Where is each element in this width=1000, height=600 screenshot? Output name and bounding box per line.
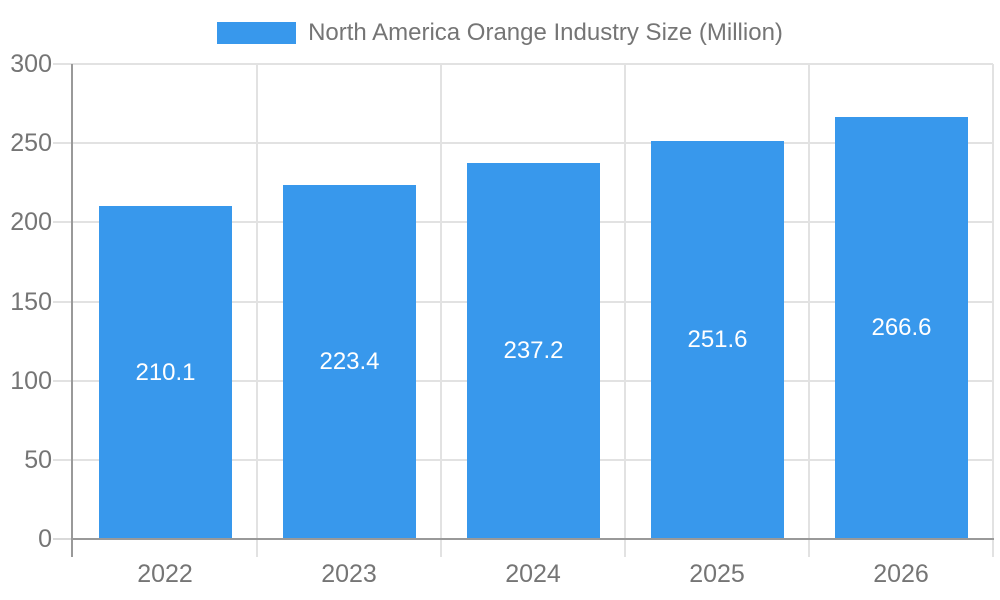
- bar[interactable]: [283, 185, 416, 538]
- legend-swatch: [217, 22, 297, 44]
- y-grid-line: [53, 63, 993, 65]
- x-tick-label: 2023: [321, 560, 377, 588]
- bar-value-label: 223.4: [319, 348, 380, 375]
- y-grid-line: [53, 142, 993, 144]
- y-tick-label: 300: [10, 50, 52, 78]
- x-grid-line: [440, 64, 442, 557]
- x-tick-label: 2025: [689, 560, 745, 588]
- x-tick-label: 2026: [873, 560, 929, 588]
- x-tick-label: 2022: [137, 560, 193, 588]
- bar[interactable]: [99, 206, 232, 538]
- bar-value-label: 237.2: [503, 337, 564, 364]
- y-tick-label: 0: [38, 525, 52, 553]
- y-tick-label: 150: [10, 288, 52, 316]
- y-tick-label: 100: [10, 367, 52, 395]
- bar-value-label: 266.6: [871, 314, 932, 341]
- legend[interactable]: North America Orange Industry Size (Mill…: [0, 18, 1000, 48]
- y-axis-line: [71, 64, 73, 557]
- x-grid-line: [256, 64, 258, 557]
- bar[interactable]: [835, 117, 968, 538]
- y-tick-label: 250: [10, 129, 52, 157]
- x-axis-line: [71, 538, 994, 540]
- y-tick-mark: [53, 538, 71, 540]
- legend-label: North America Orange Industry Size (Mill…: [308, 19, 783, 46]
- y-tick-label: 50: [24, 446, 52, 474]
- bar[interactable]: [651, 141, 784, 538]
- x-grid-line: [624, 64, 626, 557]
- bar-value-label: 210.1: [135, 359, 196, 386]
- x-grid-line: [808, 64, 810, 557]
- x-grid-line: [992, 64, 994, 557]
- bar-value-label: 251.6: [687, 326, 748, 353]
- bar[interactable]: [467, 163, 600, 538]
- y-tick-label: 200: [10, 208, 52, 236]
- x-tick-label: 2024: [505, 560, 561, 588]
